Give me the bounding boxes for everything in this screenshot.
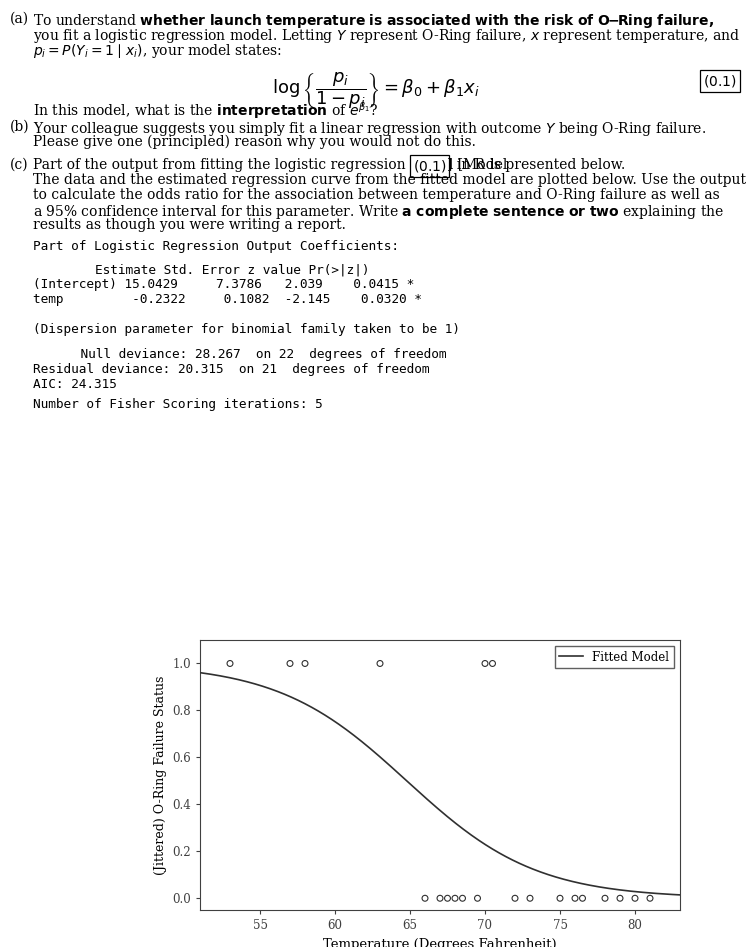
Text: (a): (a) [10, 12, 29, 26]
Legend: Fitted Model: Fitted Model [554, 646, 674, 669]
Text: (b): (b) [10, 120, 29, 134]
Point [487, 656, 499, 671]
Text: Number of Fisher Scoring iterations: 5: Number of Fisher Scoring iterations: 5 [33, 398, 323, 411]
Point [509, 891, 521, 906]
Text: you fit a logistic regression model. Letting $Y$ represent O-Ring failure, $x$ r: you fit a logistic regression model. Let… [33, 27, 741, 45]
Text: Please give one (principled) reason why you would not do this.: Please give one (principled) reason why … [33, 135, 476, 150]
Text: Part of Logistic Regression Output Coefficients:: Part of Logistic Regression Output Coeff… [33, 240, 399, 253]
Text: Part of the output from fitting the logistic regression model [Model: Part of the output from fitting the logi… [33, 158, 512, 172]
Text: $p_i = P(Y_i = 1 \mid x_i)$, your model states:: $p_i = P(Y_i = 1 \mid x_i)$, your model … [33, 42, 282, 60]
Point [614, 891, 626, 906]
Text: $\log\left\{\dfrac{p_i}{1-p_i}\right\} = \beta_0 + \beta_1 x_i$: $\log\left\{\dfrac{p_i}{1-p_i}\right\} =… [272, 70, 480, 111]
Point [224, 656, 236, 671]
Point [524, 891, 536, 906]
Point [644, 891, 656, 906]
Point [554, 891, 566, 906]
Point [569, 891, 581, 906]
Text: The data and the estimated regression curve from the fitted model are plotted be: The data and the estimated regression cu… [33, 173, 746, 187]
Point [374, 656, 386, 671]
Point [577, 891, 589, 906]
Point [554, 656, 566, 671]
Text: In this model, what is the $\mathbf{interpretation}$ of $e^{\beta_1}$?: In this model, what is the $\mathbf{inte… [33, 100, 378, 121]
Text: Residual deviance: 20.315  on 21  degrees of freedom: Residual deviance: 20.315 on 21 degrees … [33, 363, 429, 376]
Text: To understand $\mathbf{whether\ launch\ temperature\ is\ associated\ with\ the\ : To understand $\mathbf{whether\ launch\ … [33, 12, 714, 30]
Point [441, 891, 453, 906]
Text: (Intercept) 15.0429     7.3786   2.039    0.0415 *: (Intercept) 15.0429 7.3786 2.039 0.0415 … [33, 278, 414, 291]
Point [419, 891, 431, 906]
Text: (Dispersion parameter for binomial family taken to be 1): (Dispersion parameter for binomial famil… [33, 323, 460, 336]
Text: ] in R is presented below.: ] in R is presented below. [447, 158, 625, 172]
Text: a 95% confidence interval for this parameter. Write $\mathbf{a\ complete\ senten: a 95% confidence interval for this param… [33, 203, 724, 221]
Text: Null deviance: 28.267  on 22  degrees of freedom: Null deviance: 28.267 on 22 degrees of f… [50, 348, 447, 361]
Text: temp         -0.2322     0.1082  -2.145    0.0320 *: temp -0.2322 0.1082 -2.145 0.0320 * [33, 293, 422, 306]
Text: (c): (c) [10, 158, 29, 172]
X-axis label: Temperature (Degrees Fahrenheit): Temperature (Degrees Fahrenheit) [323, 938, 556, 947]
Point [472, 891, 484, 906]
Point [629, 891, 641, 906]
Point [599, 891, 611, 906]
Text: to calculate the odds ratio for the association between temperature and O-Ring f: to calculate the odds ratio for the asso… [33, 188, 720, 202]
Point [434, 891, 446, 906]
Point [456, 891, 468, 906]
Text: Your colleague suggests you simply fit a linear regression with outcome $Y$ bein: Your colleague suggests you simply fit a… [33, 120, 706, 138]
Point [299, 656, 311, 671]
Text: $(0.1)$: $(0.1)$ [703, 73, 737, 89]
Text: $(0.1)$: $(0.1)$ [413, 158, 447, 174]
Y-axis label: (Jittered) O-Ring Failure Status: (Jittered) O-Ring Failure Status [153, 675, 167, 875]
Point [479, 656, 491, 671]
Text: results as though you were writing a report.: results as though you were writing a rep… [33, 218, 346, 232]
Text: AIC: 24.315: AIC: 24.315 [33, 378, 117, 391]
Point [284, 656, 296, 671]
Point [449, 891, 461, 906]
Text: Estimate Std. Error z value Pr(>|z|): Estimate Std. Error z value Pr(>|z|) [95, 263, 369, 276]
